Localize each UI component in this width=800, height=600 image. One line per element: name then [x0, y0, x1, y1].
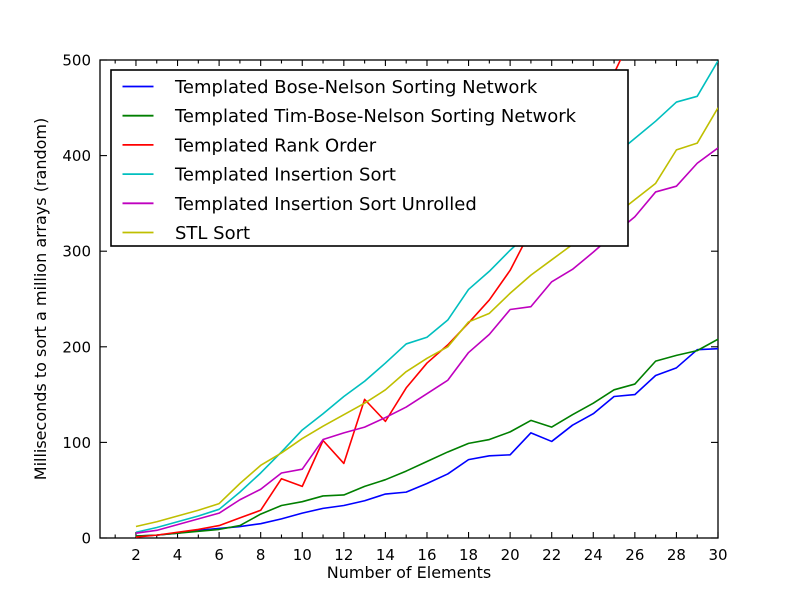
legend-entry-templated-insertion-sort-unrolled: Templated Insertion Sort Unrolled: [122, 194, 477, 215]
legend-box: [110, 69, 629, 247]
legend-label-templated-rank-order: Templated Rank Order: [174, 135, 377, 156]
x-tick-label: 4: [173, 546, 183, 564]
x-tick-label: 8: [256, 546, 266, 564]
x-tick-label: 24: [584, 546, 603, 564]
y-tick-label: 400: [62, 147, 91, 165]
x-tick-label: 28: [667, 546, 686, 564]
series-line-templated-tim-bose-nelson-sorting-network: [135, 338, 718, 537]
x-tick-label: 16: [417, 546, 436, 564]
x-tick-label: 20: [501, 546, 520, 564]
x-tick-label: 26: [625, 546, 644, 564]
y-tick-label: 200: [62, 338, 91, 356]
legend-label-templated-insertion-sort: Templated Insertion Sort: [174, 165, 396, 186]
legend-entry-templated-rank-order: Templated Rank Order: [122, 135, 377, 156]
legend-entry-templated-bose-nelson-sorting-network: Templated Bose-Nelson Sorting Network: [122, 77, 538, 98]
y-tick-label: 100: [62, 434, 91, 452]
x-tick-label: 14: [376, 546, 395, 564]
legend-entry-templated-insertion-sort: Templated Insertion Sort: [122, 165, 396, 186]
x-axis-label: Number of Elements: [327, 563, 491, 582]
x-tick-label: 12: [334, 546, 353, 564]
legend: Templated Bose-Nelson Sorting Network Tem…: [110, 69, 629, 247]
x-tick-label: 6: [214, 546, 224, 564]
legend-entry-templated-tim-bose-nelson-sorting-network: Templated Tim-Bose-Nelson Sorting Networ…: [122, 106, 577, 127]
axis-ticks: 2 4 6 8 10 12 14 16 18 20 22 24 26 28 3001002003004005…: [62, 52, 727, 565]
legend-label-templated-bose-nelson-sorting-network: Templated Bose-Nelson Sorting Network: [174, 77, 538, 98]
legend-label-stl-sort: STL Sort: [175, 223, 250, 244]
legend-entry-stl-sort: STL Sort: [122, 223, 250, 244]
x-tick-label: 10: [293, 546, 312, 564]
y-tick-label: 300: [62, 243, 91, 261]
legend-label-templated-insertion-sort-unrolled: Templated Insertion Sort Unrolled: [174, 194, 477, 215]
x-tick-label: 22: [542, 546, 561, 564]
x-tick-label: 2: [131, 546, 141, 564]
y-axis-label: Milliseconds to sort a million arrays (r…: [31, 118, 50, 480]
y-tick-label: 500: [62, 52, 91, 70]
x-tick-label: 30: [708, 546, 727, 564]
x-tick-label: 18: [459, 546, 478, 564]
y-tick-label: 0: [81, 530, 91, 548]
legend-label-templated-tim-bose-nelson-sorting-network: Templated Tim-Bose-Nelson Sorting Networ…: [174, 106, 577, 127]
